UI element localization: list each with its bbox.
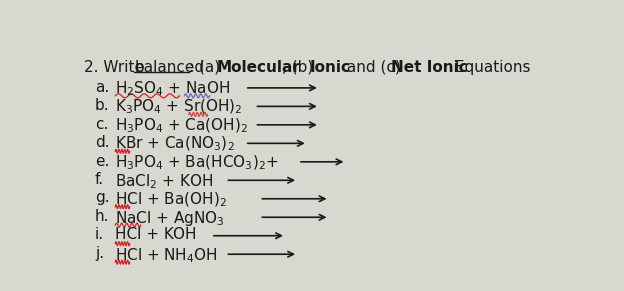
Text: g.: g. (95, 191, 110, 205)
Text: HCl + KOH: HCl + KOH (115, 228, 197, 242)
Text: j.: j. (95, 246, 104, 261)
Text: HCl + Ba(OH)$_2$: HCl + Ba(OH)$_2$ (115, 191, 227, 209)
Text: BaCl$_2$ + KOH: BaCl$_2$ + KOH (115, 172, 214, 191)
Text: e.: e. (95, 153, 109, 168)
Text: 2. Write: 2. Write (84, 60, 149, 74)
Text: and (c): and (c) (341, 60, 405, 74)
Text: : (a): : (a) (189, 60, 225, 74)
Text: NaCl + AgNO$_3$: NaCl + AgNO$_3$ (115, 209, 225, 228)
Text: a.: a. (95, 79, 109, 95)
Text: H$_3$PO$_4$ + Ca(OH)$_2$: H$_3$PO$_4$ + Ca(OH)$_2$ (115, 116, 248, 135)
Text: f.: f. (95, 172, 104, 187)
Text: d.: d. (95, 135, 110, 150)
Text: Ionic: Ionic (310, 60, 351, 74)
Text: KBr + Ca(NO$_3$)$_2$: KBr + Ca(NO$_3$)$_2$ (115, 135, 235, 153)
Text: HCl + NH$_4$OH: HCl + NH$_4$OH (115, 246, 218, 265)
Text: H$_3$PO$_4$ + Ba(HCO$_3$)$_2$+: H$_3$PO$_4$ + Ba(HCO$_3$)$_2$+ (115, 153, 279, 172)
Text: h.: h. (95, 209, 110, 224)
Text: Molecular: Molecular (217, 60, 301, 74)
Text: i.: i. (95, 228, 104, 242)
Text: K$_3$PO$_4$ + Sr(OH)$_2$: K$_3$PO$_4$ + Sr(OH)$_2$ (115, 98, 243, 116)
Text: Equations: Equations (451, 60, 531, 74)
Text: , (b): , (b) (281, 60, 318, 74)
Text: balanced: balanced (135, 60, 205, 74)
Text: c.: c. (95, 116, 109, 132)
Text: b.: b. (95, 98, 110, 113)
Text: H$_2$SO$_4$ + NaOH: H$_2$SO$_4$ + NaOH (115, 79, 230, 98)
Text: Net Ionic: Net Ionic (391, 60, 467, 74)
